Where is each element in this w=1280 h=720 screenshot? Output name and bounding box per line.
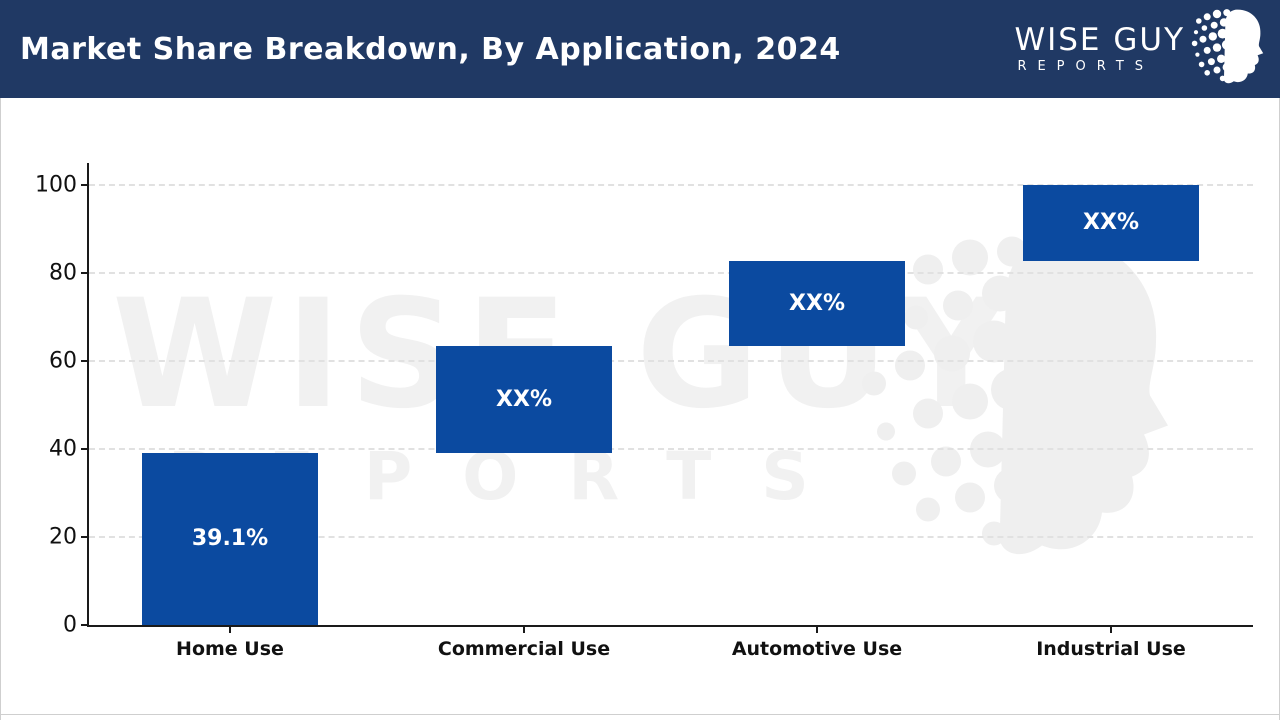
gridline-20 bbox=[89, 536, 1253, 538]
y-tick-60 bbox=[81, 360, 89, 362]
x-axis-label-2: Automotive Use bbox=[731, 638, 903, 660]
x-axis-label-1: Commercial Use bbox=[437, 638, 611, 660]
watermark-head-graphic bbox=[850, 220, 1180, 599]
y-axis-label-80: 80 bbox=[49, 260, 77, 286]
header-bar: Market Share Breakdown, By Application, … bbox=[0, 0, 1280, 98]
x-tick-1 bbox=[523, 625, 525, 633]
page-title: Market Share Breakdown, By Application, … bbox=[20, 31, 841, 67]
bar-value-label: XX% bbox=[496, 387, 552, 413]
bar-home-use: 39.1% bbox=[142, 452, 318, 625]
bar-automotive-use: XX% bbox=[729, 260, 905, 347]
gridline-80 bbox=[89, 272, 1253, 274]
y-axis-label-20: 20 bbox=[49, 524, 77, 550]
x-tick-2 bbox=[816, 625, 818, 633]
brand-name: WISE GUY bbox=[1014, 21, 1185, 58]
bar-value-label: 39.1% bbox=[191, 526, 269, 552]
y-axis-label-100: 100 bbox=[35, 172, 77, 198]
y-axis-spine bbox=[87, 163, 89, 627]
y-tick-100 bbox=[81, 184, 89, 186]
gridline-40 bbox=[89, 448, 1253, 450]
brand-subtitle: REPORTS bbox=[1017, 59, 1155, 75]
x-axis-label-3: Industrial Use bbox=[1036, 638, 1186, 660]
y-axis-label-40: 40 bbox=[49, 436, 77, 462]
bar-industrial-use: XX% bbox=[1023, 185, 1199, 261]
y-tick-80 bbox=[81, 272, 89, 274]
gridline-60 bbox=[89, 360, 1253, 362]
y-tick-40 bbox=[81, 448, 89, 450]
bar-value-label: XX% bbox=[1083, 210, 1139, 236]
x-axis-label-0: Home Use bbox=[176, 638, 284, 660]
bar-commercial-use: XX% bbox=[436, 346, 612, 453]
x-tick-0 bbox=[229, 625, 231, 633]
x-tick-3 bbox=[1110, 625, 1112, 633]
y-tick-20 bbox=[81, 536, 89, 538]
gridline-100 bbox=[89, 184, 1253, 186]
brand-head-icon bbox=[1189, 7, 1266, 91]
left-edge-border bbox=[0, 98, 1, 720]
brand-logo-text: WISE GUY REPORTS bbox=[1014, 24, 1185, 75]
y-axis-label-0: 0 bbox=[63, 612, 77, 638]
x-axis-spine bbox=[87, 625, 1253, 627]
y-axis-label-60: 60 bbox=[49, 348, 77, 374]
brand-logo: WISE GUY REPORTS bbox=[1014, 4, 1266, 94]
y-tick-0 bbox=[81, 624, 89, 626]
bar-value-label: XX% bbox=[789, 291, 845, 317]
bottom-divider bbox=[0, 714, 1280, 715]
